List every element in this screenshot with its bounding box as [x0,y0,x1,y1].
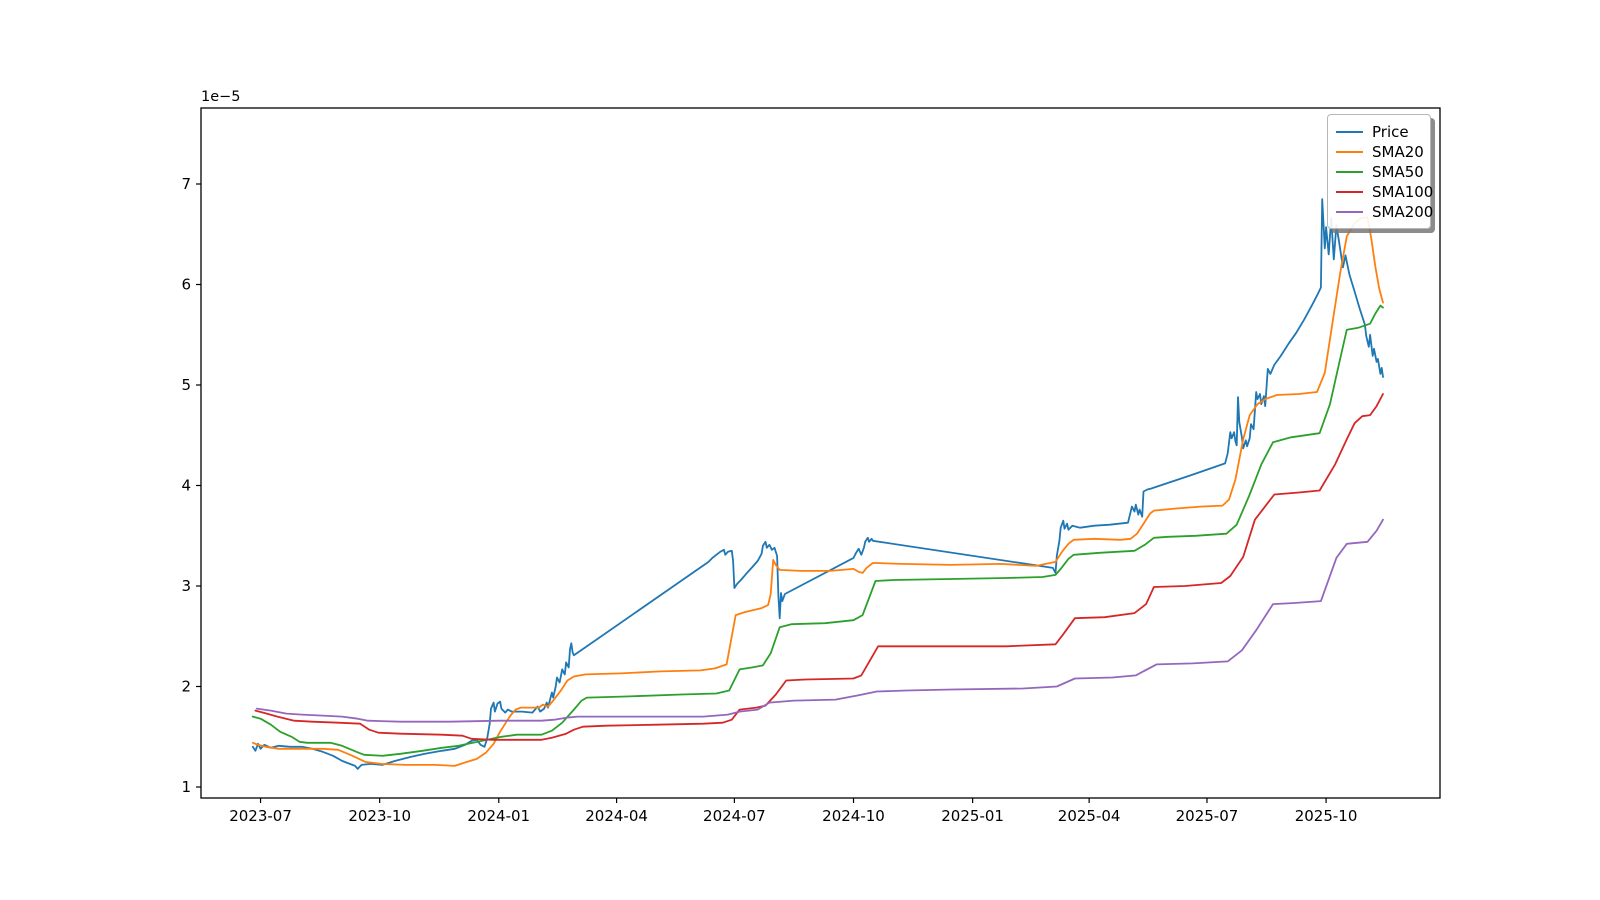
x-tick-label: 2025-10 [1295,807,1358,825]
series-line-sma100 [254,393,1384,741]
legend-line-swatch [1336,211,1363,213]
series-line-price [251,198,1384,770]
legend-label: SMA100 [1372,183,1434,201]
x-tick-label: 2024-04 [585,807,648,825]
x-tick-label: 2024-01 [467,807,530,825]
legend-entry-sma200: SMA200 [1336,202,1433,222]
legend-entry-sma20: SMA20 [1336,142,1424,162]
x-tick-label: 2025-04 [1058,807,1121,825]
legend-line-swatch [1336,171,1363,173]
legend-line-swatch [1336,191,1363,193]
y-tick-label: 3 [181,577,191,595]
x-tick-label: 2024-10 [822,807,885,825]
y-tick-label: 4 [181,477,191,495]
series-line-sma20 [251,216,1384,767]
legend: Price SMA20 SMA50 SMA100 SMA200 [1327,114,1433,229]
y-tick-label: 7 [181,175,191,193]
legend-entry-price: Price [1336,122,1422,142]
legend-entry-sma100: SMA100 [1336,182,1433,202]
legend-label: SMA20 [1372,143,1424,161]
plot-frame [200,107,1441,799]
legend-label: SMA200 [1372,203,1434,221]
y-tick-label: 2 [181,678,191,696]
y-tick-label: 6 [181,276,191,294]
x-tick-label: 2025-07 [1176,807,1239,825]
y-tick-label: 1 [181,778,191,796]
x-tick-label: 2025-01 [941,807,1004,825]
y-tick-label: 5 [181,376,191,394]
legend-label: SMA50 [1372,163,1424,181]
series-line-sma200 [255,518,1384,723]
legend-line-swatch [1336,151,1363,153]
x-tick-label: 2023-07 [229,807,292,825]
x-tick-label: 2024-07 [703,807,766,825]
legend-label: Price [1372,123,1409,141]
series-line-sma50 [251,304,1384,757]
legend-entry-sma50: SMA50 [1336,162,1424,182]
legend-line-swatch [1336,131,1363,133]
x-tick-label: 2023-10 [348,807,411,825]
y-axis-offset-label: 1e−5 [201,89,241,105]
